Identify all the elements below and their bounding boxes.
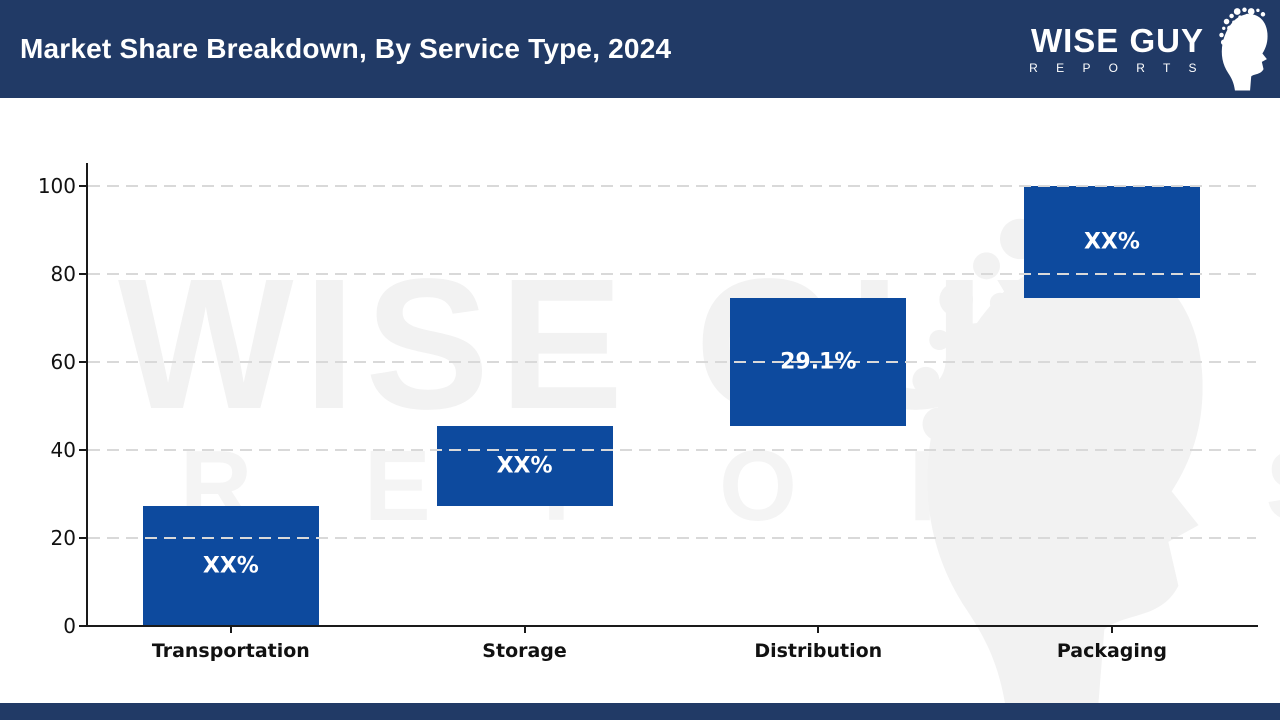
- category-label-storage: Storage: [482, 640, 567, 662]
- x-tick-packaging: [1110, 626, 1113, 633]
- bar-label-distribution: 29.1%: [780, 349, 857, 375]
- y-axis-line: [86, 163, 88, 627]
- y-tick-0: [79, 625, 86, 627]
- x-tick-distribution: [817, 626, 820, 633]
- y-tick-100: [79, 185, 86, 187]
- y-tick-40: [79, 449, 86, 451]
- y-tick-80: [79, 273, 86, 275]
- gridline-40: [88, 449, 1256, 451]
- gridline-20: [88, 537, 1256, 539]
- bar-transportation: [142, 505, 319, 626]
- bar-packaging: [1023, 186, 1200, 298]
- y-tick-label-40: 40: [50, 438, 76, 462]
- y-tick-label-60: 60: [50, 350, 76, 374]
- chart-title: Market Share Breakdown, By Service Type,…: [20, 33, 672, 64]
- x-tick-storage: [523, 626, 526, 633]
- header-bar: Market Share Breakdown, By Service Type,…: [0, 0, 1280, 98]
- x-tick-transportation: [229, 626, 232, 633]
- gridline-80: [88, 273, 1256, 275]
- footer-bar: [0, 703, 1280, 720]
- y-tick-label-0: 0: [63, 614, 76, 638]
- y-tick-label-80: 80: [50, 262, 76, 286]
- y-tick-label-20: 20: [50, 526, 76, 550]
- y-tick-60: [79, 361, 86, 363]
- bar-label-storage: XX%: [496, 453, 553, 479]
- category-label-distribution: Distribution: [754, 640, 883, 662]
- bar-label-packaging: XX%: [1083, 229, 1140, 255]
- logo-text: WISE GUY R E P O R T S: [1029, 21, 1204, 75]
- x-axis-line: [86, 625, 1258, 627]
- logo-wordmark: WISE GUY: [1030, 21, 1204, 59]
- gridline-60: [88, 361, 1256, 363]
- gridline-100: [88, 185, 1256, 187]
- wise-guy-reports-logo: WISE GUY R E P O R T S: [1029, 6, 1272, 92]
- category-label-transportation: Transportation: [151, 640, 310, 662]
- bar-storage: [436, 425, 613, 506]
- logo-reports-text: R E P O R T S: [1029, 60, 1204, 75]
- logo-head-icon: [1219, 7, 1268, 91]
- category-label-packaging: Packaging: [1056, 640, 1168, 662]
- bar-label-transportation: XX%: [202, 553, 259, 579]
- y-tick-20: [79, 537, 86, 539]
- y-tick-label-100: 100: [37, 174, 76, 198]
